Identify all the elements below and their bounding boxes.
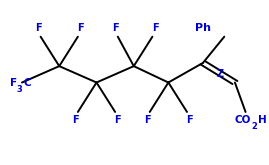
Text: F: F <box>186 115 193 125</box>
Text: 3: 3 <box>17 84 23 94</box>
Text: F: F <box>77 23 84 33</box>
Text: H: H <box>257 115 266 125</box>
Text: F: F <box>72 115 79 125</box>
Text: Ph: Ph <box>195 23 211 33</box>
Text: F: F <box>144 115 150 125</box>
Text: Z: Z <box>216 69 224 79</box>
Text: C: C <box>23 78 31 87</box>
Text: F: F <box>152 23 158 33</box>
Text: CO: CO <box>235 115 251 125</box>
Text: F: F <box>115 115 121 125</box>
Text: F: F <box>112 23 118 33</box>
Text: F: F <box>9 78 17 87</box>
Text: 2: 2 <box>251 122 257 131</box>
Text: F: F <box>35 23 41 33</box>
